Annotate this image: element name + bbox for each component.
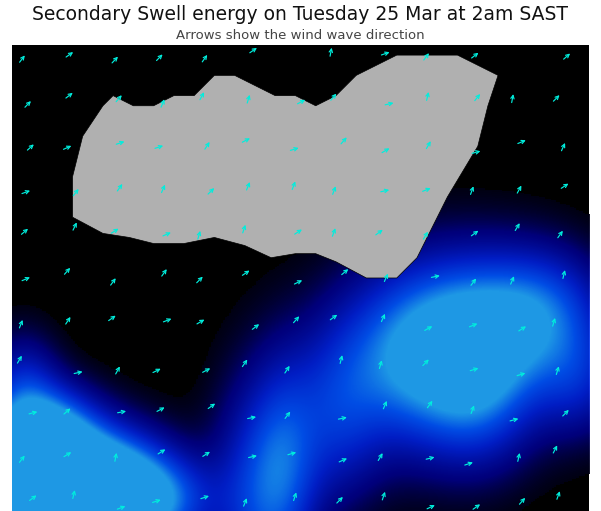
Polygon shape (73, 55, 498, 278)
Text: Arrows show the wind wave direction: Arrows show the wind wave direction (176, 29, 425, 41)
Text: Secondary Swell energy on Tuesday 25 Mar at 2am SAST: Secondary Swell energy on Tuesday 25 Mar… (32, 5, 569, 25)
